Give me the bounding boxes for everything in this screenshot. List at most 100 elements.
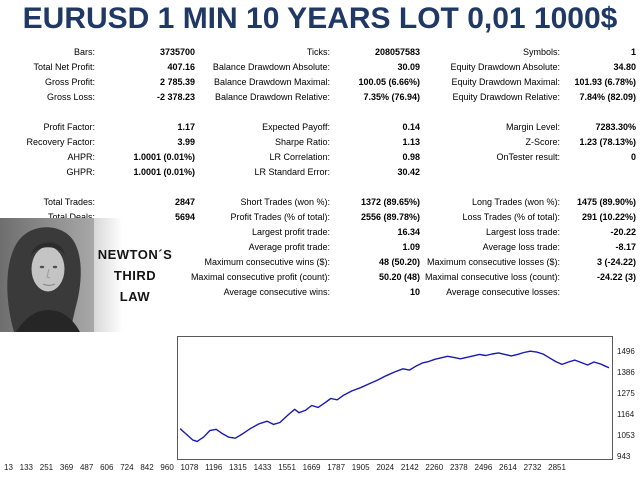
stat-value: 2 785.39 [159,77,195,87]
stat-value: 0 [630,152,636,162]
y-axis-label: 1164 [617,409,635,419]
stat-value: 0.14 [402,122,420,132]
stat-label: Margin Level: [505,122,560,132]
x-axis-label: 2142 [400,463,419,472]
stats-table: Bars: 3735700 Ticks: 208057583 Symbols: 1 Tota… [0,46,640,306]
stat-value: 16.34 [397,227,420,237]
x-axis-label: 2851 [548,463,566,472]
x-axis-label: 1078 [180,463,199,472]
stat-label: Profit Factor: [43,122,95,132]
stat-label: LR Standard Error: [254,167,330,177]
y-axis-label: 1496 [617,347,635,356]
x-axis-label: 1433 [253,463,272,472]
x-axis-label: 606 [100,463,114,472]
stat-value: 2847 [174,197,195,207]
balance-chart [177,336,613,460]
x-axis-label: 1787 [327,463,346,472]
stat-label: Long Trades (won %): [471,197,560,207]
y-axis-label: 1053 [617,430,635,440]
stat-label: Average consecutive losses: [446,287,560,297]
stat-label: Balance Drawdown Relative: [214,92,330,102]
stat-value: 2556 (89.78%) [360,212,420,222]
stat-label: Ticks: [306,47,330,57]
x-axis-label: 2614 [499,463,517,472]
x-axis-label: 1196 [205,463,223,472]
y-axis-label: 1275 [617,388,635,398]
x-axis-label: 1315 [229,463,247,472]
stat-value: 1372 (89.65%) [360,197,420,207]
newton-overlay: NEWTON´S THIRD LAW [0,218,176,332]
x-axis-label: 133 [19,463,34,472]
stat-value: 34.80 [613,62,636,72]
stat-value: -2 378.23 [156,92,195,102]
stat-label: Sharpe Ratio: [274,137,330,147]
stat-value: -24.22 (3) [596,272,636,282]
x-axis-label: 13 [4,463,13,472]
stat-label: Equity Drawdown Maximal: [451,77,560,87]
stat-value: 3 (-24.22) [596,257,636,267]
stat-value: 48 (50.20) [378,257,420,267]
stat-label: Profit Trades (% of total): [230,212,330,222]
stat-label: Balance Drawdown Maximal: [213,77,330,87]
page-title: EURUSD 1 MIN 10 YEARS LOT 0,01 1000$ [22,2,618,35]
stat-value: 0.98 [402,152,420,162]
stat-value: 100.05 (6.66%) [358,77,420,87]
stat-label: Largest profit trade: [251,227,330,237]
y-axis-label: 943 [617,451,631,461]
stat-value: 3.99 [177,137,195,147]
stat-value: 1.0001 (0.01%) [133,167,195,177]
x-axis-labels: 13 133 251 369 487 606 724 842 960 1078 1196 1315 14… [4,463,566,472]
stat-label: Maximum consecutive wins ($): [204,257,330,267]
x-axis-label: 724 [120,463,134,472]
stat-label: Recovery Factor: [26,137,95,147]
stat-label: Symbols: [522,47,560,57]
stat-label: Average profit trade: [248,242,330,252]
stat-value: -8.17 [615,242,636,252]
stat-label: Loss Trades (% of total): [462,212,560,222]
stat-value: 1.23 (78.13%) [579,137,636,147]
stat-value: 1.13 [402,137,420,147]
x-axis-label: 1905 [351,463,370,472]
stat-value: 7.35% (76.94) [363,92,420,102]
stat-value: 101.93 (6.78%) [574,77,636,87]
stat-label: Maximal consecutive profit (count): [190,272,330,282]
stat-label: Z-Score: [525,137,560,147]
stat-value: 3735700 [159,47,195,57]
x-axis-label: 960 [160,463,174,472]
stat-label: Largest loss trade: [485,227,560,237]
stat-value: 10 [409,287,420,297]
x-axis-label: 2024 [376,463,395,472]
stat-label: Short Trades (won %): [240,197,330,207]
stat-label: OnTester result: [496,152,560,162]
x-axis-label: 1551 [278,463,296,472]
stat-value: 7.84% (82.09) [579,92,636,102]
stat-label: LR Correlation: [269,152,330,162]
x-axis-label: 369 [59,463,74,472]
stat-label: Equity Drawdown Absolute: [450,62,560,72]
stat-value: 7283.30% [595,122,636,132]
x-axis-label: 2732 [523,463,542,472]
stat-label: AHPR: [67,152,95,162]
stat-label: GHPR: [66,167,95,177]
caption-line: LAW [119,288,151,304]
x-axis-label: 251 [39,463,54,472]
stat-value: 50.20 (48) [378,272,420,282]
stat-label: Equity Drawdown Relative: [452,92,560,102]
stat-label: Total Deals: [47,212,95,222]
stat-label: Gross Loss: [46,92,95,102]
stat-label: Maximal consecutive loss (count): [424,272,560,282]
x-axis-label: 2496 [474,463,493,472]
caption-line: NEWTON´S [97,246,173,262]
stat-label: Total Trades: [43,197,95,207]
stat-value: 291 (10.22%) [581,212,636,222]
stat-value: 208057583 [374,47,420,57]
stat-label: Total Net Profit: [33,62,95,72]
x-axis-label: 842 [140,463,154,472]
x-axis-label: 1669 [302,463,321,472]
stat-value: 1.0001 (0.01%) [133,152,195,162]
balance-curve-svg [179,350,610,443]
newton-caption: NEWTON´S THIRD LAW [94,218,176,332]
stat-label: Bars: [73,47,95,57]
stat-value: 1475 (89.90%) [576,197,636,207]
